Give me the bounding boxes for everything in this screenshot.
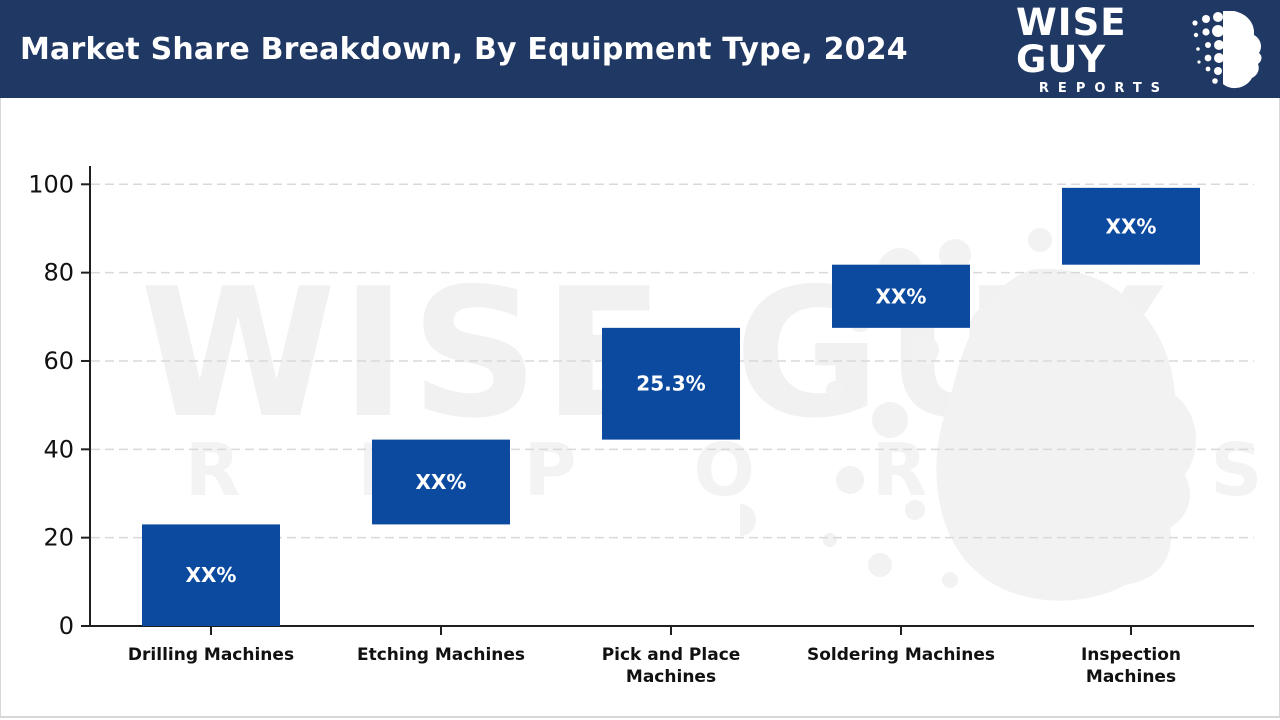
brand-name: WISE GUY [1016,1,1127,81]
y-tick-label: 20 [43,524,74,552]
header-bar: Market Share Breakdown, By Equipment Typ… [0,0,1280,98]
bar-value-label: XX% [416,470,467,494]
x-tick-label: Soldering Machines [807,645,995,665]
x-tick-label: Inspection [1081,645,1181,665]
x-tick-label: Machines [626,667,716,687]
bar-value-label: XX% [1106,214,1157,238]
x-tick-label: Machines [1086,667,1176,687]
y-tick-label: 80 [43,259,74,287]
watermark-dotted-head [740,228,1197,601]
x-tick-label: Drilling Machines [128,645,294,665]
bar [142,524,280,626]
y-tick-label: 0 [59,612,74,640]
bar-value-label: 25.3% [636,372,705,396]
y-tick-label: 40 [43,435,74,463]
bar [832,264,970,328]
dotted-profile-face-icon [1192,11,1262,89]
bar [372,439,510,525]
bar-value-label: XX% [876,284,927,308]
page-title: Market Share Breakdown, By Equipment Typ… [20,31,908,67]
plot-area: 0 20 40 60 80 100 XX% Drilling Machines XX% Etchi… [28,166,1254,687]
y-tick-label: 100 [28,170,74,198]
bar [602,327,740,440]
brand-subname: REPORTS [1038,81,1170,96]
brand-logo: WISE GUY REPORTS [1016,4,1266,96]
brand-logo-text: WISE GUY REPORTS [1016,4,1188,96]
x-tick-label: Pick and Place [602,645,741,665]
bar-value-label: XX% [186,563,237,587]
bar [1062,187,1200,265]
y-tick-label: 60 [43,347,74,375]
x-tick-label: Etching Machines [357,645,525,665]
